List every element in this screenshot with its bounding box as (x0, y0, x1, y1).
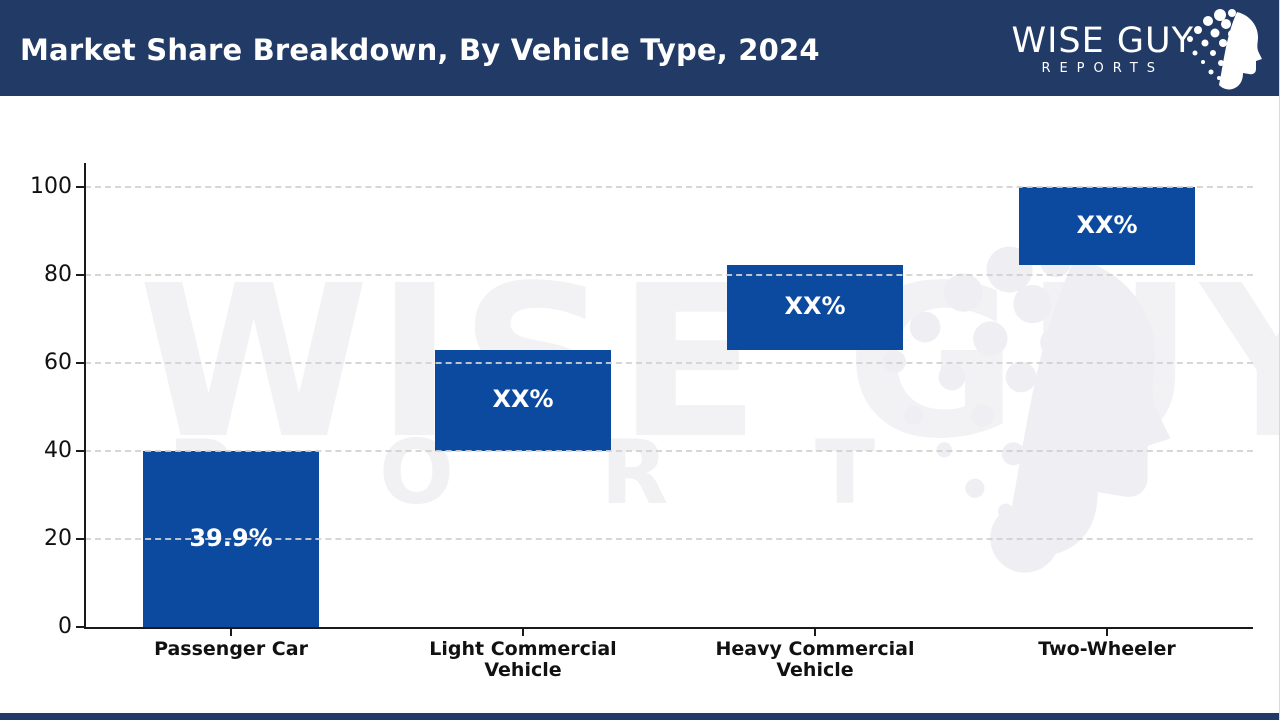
logo-subtitle: REPORTS (1041, 60, 1165, 76)
footer-bar (0, 713, 1279, 720)
page-title: Market Share Breakdown, By Vehicle Type,… (20, 33, 820, 67)
y-axis-line (84, 163, 86, 629)
bar-value-label: XX% (784, 292, 846, 321)
bar-value-label: XX% (492, 385, 554, 414)
wise-guy-logo: WISE GUY REPORTS (1011, 8, 1266, 90)
y-tick-label: 40 (44, 438, 72, 463)
header-bar: Market Share Breakdown, By Vehicle Type,… (0, 0, 1279, 96)
bar-value-label: XX% (1076, 210, 1138, 239)
x-tick-mark (522, 627, 524, 636)
bar-segment (727, 264, 903, 350)
x-tick-mark (230, 627, 232, 636)
gridline (85, 450, 1253, 452)
logo-text: WISE GUY REPORTS (1011, 23, 1194, 76)
category-label: Passenger Car (154, 638, 308, 660)
y-tick-mark (76, 626, 85, 628)
y-tick-label: 80 (44, 262, 72, 287)
y-tick-mark (76, 362, 85, 364)
gridline (85, 538, 1253, 540)
category-label: Heavy Commercial Vehicle (715, 638, 915, 681)
gridline (85, 274, 1253, 276)
gridline (85, 186, 1253, 188)
y-tick-label: 20 (44, 526, 72, 551)
y-tick-mark (76, 274, 85, 276)
x-tick-mark (1106, 627, 1108, 636)
category-label: Light Commercial Vehicle (429, 638, 617, 681)
logo-wordmark: WISE GUY (1011, 20, 1194, 61)
bar-segment (435, 349, 611, 451)
bar-value-label: 39.9% (189, 524, 273, 553)
y-tick-label: 100 (30, 174, 72, 199)
x-tick-mark (814, 627, 816, 636)
y-tick-mark (76, 186, 85, 188)
x-axis-line (84, 627, 1253, 629)
logo-face-icon (1187, 9, 1262, 90)
y-tick-mark (76, 538, 85, 540)
gridline (85, 362, 1253, 364)
category-label: Two-Wheeler (1038, 638, 1176, 660)
y-tick-mark (76, 450, 85, 452)
y-tick-label: 60 (44, 350, 72, 375)
y-tick-label: 0 (58, 614, 72, 639)
